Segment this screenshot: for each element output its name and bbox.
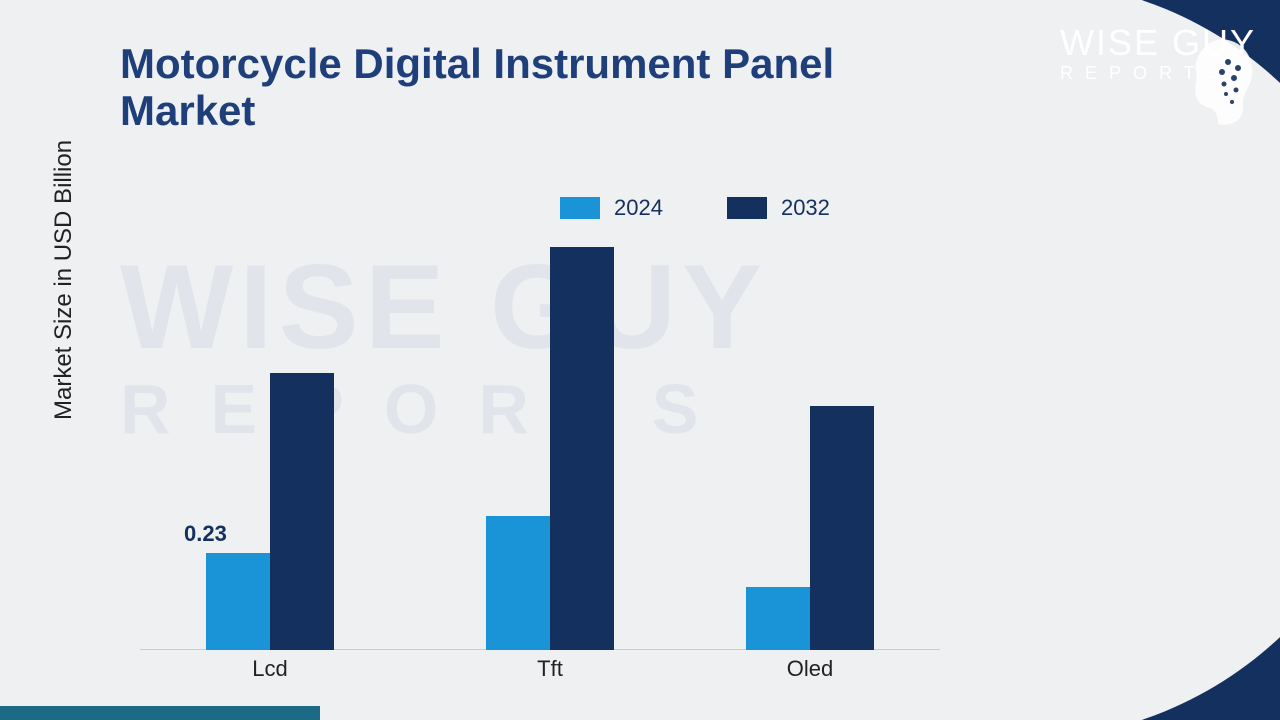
x-axis-label-tft: Tft <box>460 656 640 682</box>
y-axis-label: Market Size in USD Billion <box>50 140 78 420</box>
legend: 2024 2032 <box>560 195 830 221</box>
plot-area: LcdTftOled0.23 <box>140 230 940 650</box>
report-canvas: WISE GUY REPORTS Motorcycle Digital Inst… <box>0 0 1280 720</box>
legend-label-2024: 2024 <box>614 195 663 221</box>
bar-group-lcd <box>180 373 360 650</box>
bar-lcd-2032 <box>270 373 334 650</box>
x-axis-label-lcd: Lcd <box>180 656 360 682</box>
chart-title: Motorcycle Digital Instrument Panel Mark… <box>120 40 880 134</box>
bar-oled-2024 <box>746 587 810 650</box>
bar-tft-2024 <box>486 516 550 650</box>
head-silhouette-icon <box>1188 38 1258 128</box>
bar-group-oled <box>720 406 900 650</box>
brand-logo: WISE GUY REPORTS <box>1060 24 1256 83</box>
bar-oled-2032 <box>810 406 874 650</box>
bar-group-tft <box>460 247 640 650</box>
value-label: 0.23 <box>184 521 227 547</box>
x-axis-label-oled: Oled <box>720 656 900 682</box>
legend-swatch-2024 <box>560 197 600 219</box>
legend-swatch-2032 <box>727 197 767 219</box>
legend-label-2032: 2032 <box>781 195 830 221</box>
legend-item-2032: 2032 <box>727 195 830 221</box>
bar-tft-2032 <box>550 247 614 650</box>
legend-item-2024: 2024 <box>560 195 663 221</box>
bottom-accent-stripe <box>0 706 320 720</box>
bar-lcd-2024 <box>206 553 270 650</box>
